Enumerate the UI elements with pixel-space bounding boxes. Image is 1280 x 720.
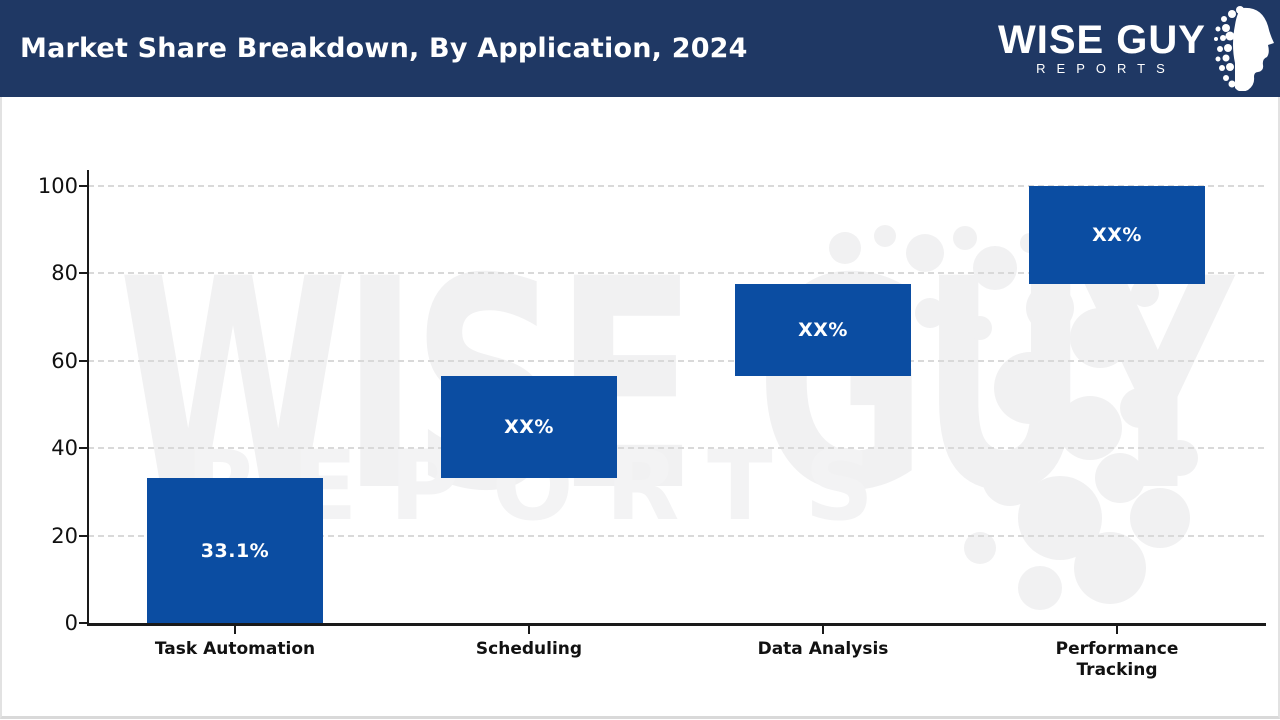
x-label-line: Data Analysis [757,639,889,659]
y-axis-spine [87,170,89,626]
bar-value-label: XX% [798,318,848,341]
bar-value-label: 33.1% [200,539,270,562]
y-tick-label: 40 [51,436,78,461]
waterfall-bar: XX% [1029,186,1205,285]
x-axis-category-label: Scheduling [419,639,639,660]
gridline [88,272,1264,275]
bar-value-label: XX% [1092,224,1142,247]
x-tick-mark [822,626,824,634]
page-title: Market Share Breakdown, By Application, … [20,33,748,64]
header-bar: Market Share Breakdown, By Application, … [0,0,1280,97]
wiseguy-logo-text: WISE GUY REPORTS [998,20,1206,76]
x-tick-mark [528,626,530,634]
y-tick-mark [79,447,88,450]
x-axis-category-label: Data Analysis [713,639,933,660]
gridline [88,534,1264,537]
waterfall-bar: XX% [441,375,617,479]
bar-value-label: XX% [504,416,554,438]
x-axis-spine [87,623,1266,626]
y-tick-mark [79,622,88,624]
wiseguy-logo-line1: WISE GUY [997,18,1206,62]
y-tick-mark [79,185,88,187]
waterfall-bar: XX% [735,284,911,376]
x-label-line: Performance [1055,639,1179,659]
x-tick-mark [234,626,236,634]
y-tick-label: 20 [51,523,78,548]
y-tick-label: 80 [51,261,78,286]
panel-border [0,97,1280,719]
y-tick-label: 0 [64,611,78,635]
gridline [88,447,1264,450]
x-tick-mark [1116,626,1118,634]
x-label-line: Task Automation [154,639,316,659]
watermark-face-dots [829,225,1198,610]
waterfall-bar: 33.1% [147,478,323,623]
y-tick-label: 60 [51,348,78,373]
y-tick-mark [79,359,88,362]
wiseguy-face-icon [1214,6,1274,91]
y-tick-mark [79,272,88,275]
wiseguy-logo-line2: REPORTS [1036,61,1176,76]
y-tick-label: 100 [37,174,78,198]
x-label-line: Scheduling [475,639,583,659]
gridline [88,185,1264,187]
x-axis-category-label: Task Automation [125,639,345,660]
wiseguy-logo: WISE GUY REPORTS [998,2,1274,94]
y-tick-mark [79,534,88,537]
x-axis-category-label: Performance Tracking [1007,639,1227,681]
x-label-line: Tracking [1076,660,1158,680]
gridline [88,359,1264,362]
